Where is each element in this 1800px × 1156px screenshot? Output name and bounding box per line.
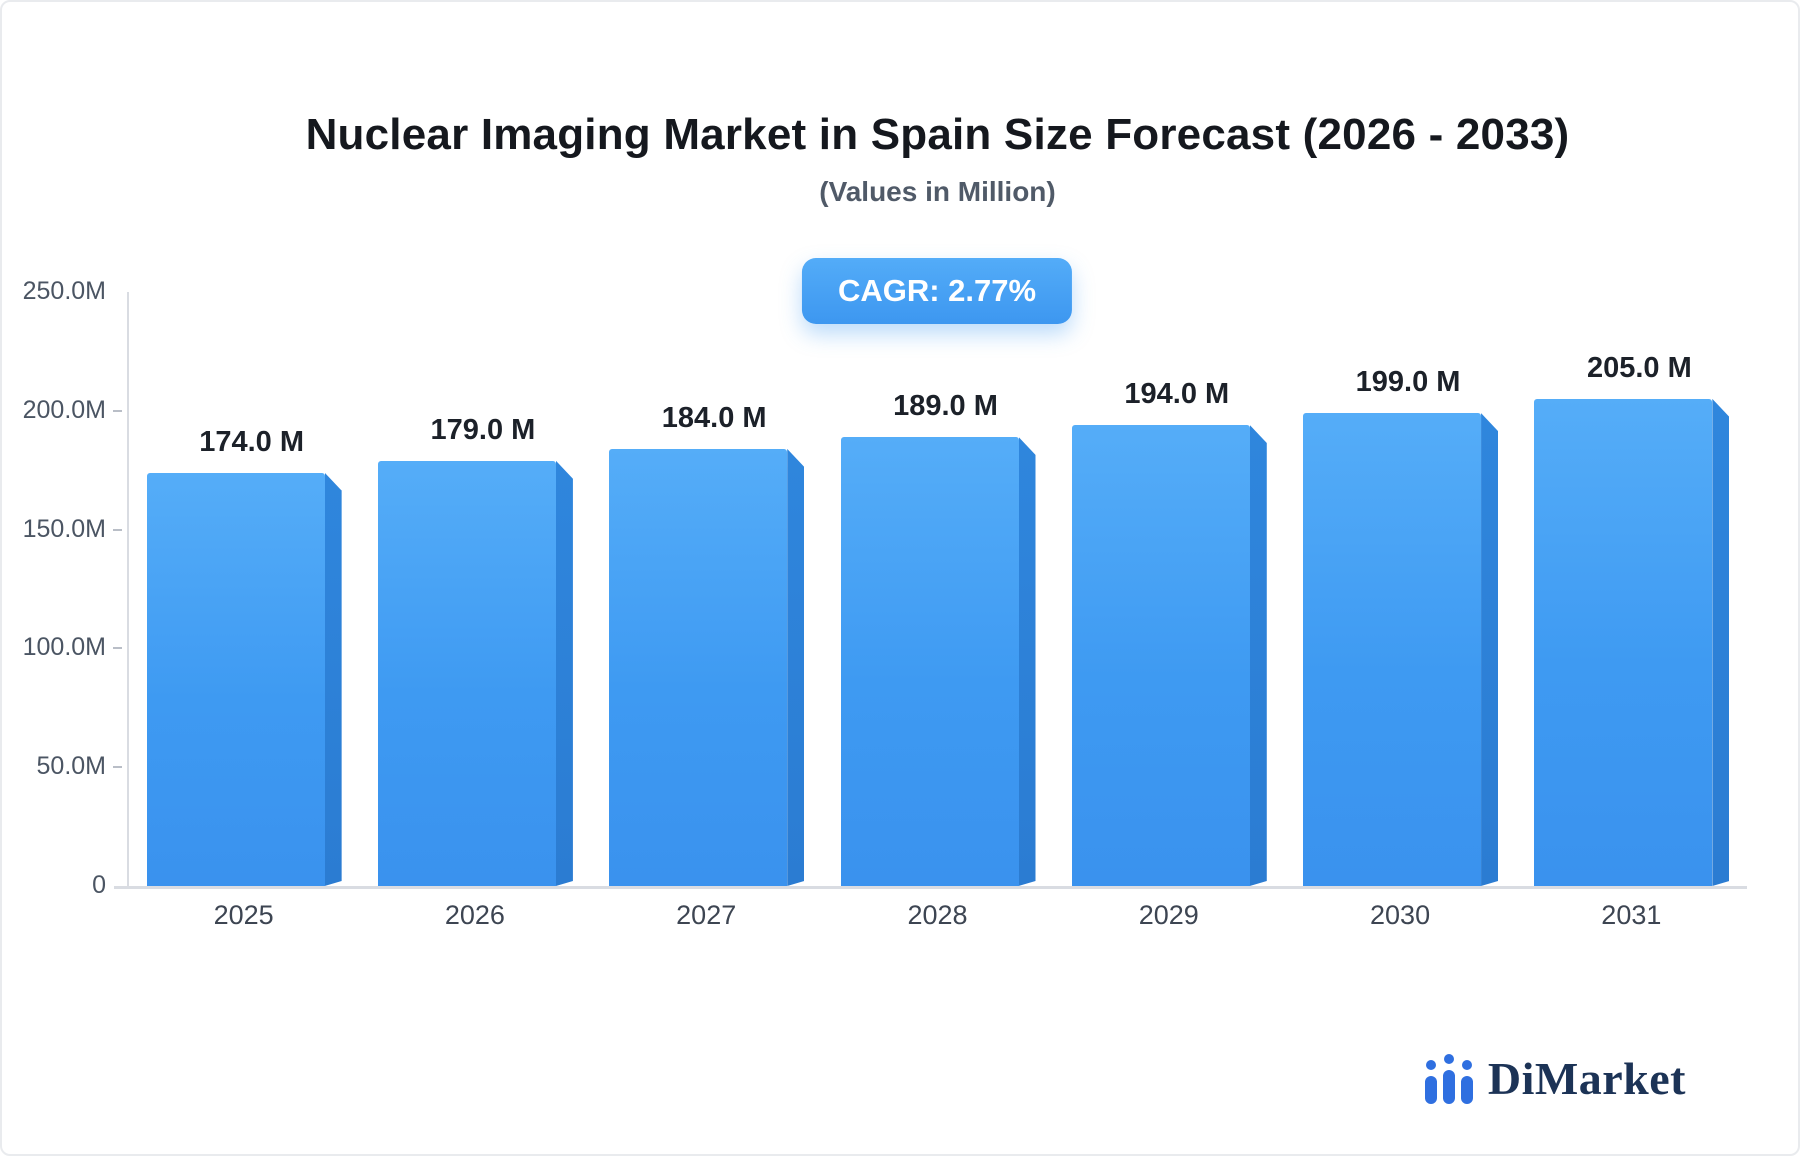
bar[interactable] xyxy=(1534,398,1729,886)
y-axis-line xyxy=(127,292,129,887)
bar[interactable] xyxy=(840,436,1036,886)
x-tick-label: 2027 xyxy=(676,900,737,930)
x-axis-line xyxy=(114,886,1747,889)
bar[interactable] xyxy=(1071,425,1267,886)
bar-value-label: 205.0 M xyxy=(1586,351,1692,384)
bar-value-label: 189.0 M xyxy=(893,389,998,422)
x-tick-label: 2025 xyxy=(213,900,274,930)
bar[interactable] xyxy=(609,448,804,886)
chart-subtitle: (Values in Million) xyxy=(819,176,1056,207)
cagr-badge: CAGR: 2.77% xyxy=(801,258,1073,324)
y-tick-mark xyxy=(113,528,122,531)
bar-value-label: 184.0 M xyxy=(661,401,767,434)
bar-face[interactable] xyxy=(377,460,556,886)
brand-logo: DiMarket xyxy=(1420,1050,1686,1106)
bar[interactable] xyxy=(377,460,573,886)
bar-side-face xyxy=(325,473,342,886)
y-tick-mark xyxy=(113,766,122,769)
bar-side-face xyxy=(1250,425,1267,886)
bar-side-face xyxy=(1712,399,1729,886)
y-tick-label: 150.0M xyxy=(22,514,106,543)
y-tick-label: 50.0M xyxy=(36,752,106,781)
bar-side-face xyxy=(1019,437,1036,886)
bar-value-label: 194.0 M xyxy=(1124,378,1230,411)
y-tick-mark xyxy=(113,647,122,650)
bar-face[interactable] xyxy=(146,472,325,886)
x-tick-label: 2026 xyxy=(444,900,505,930)
bar-face[interactable] xyxy=(1534,398,1713,886)
bar-side-face xyxy=(556,461,573,886)
bar-face[interactable] xyxy=(1303,413,1482,886)
bar-face[interactable] xyxy=(609,448,788,886)
bar-face[interactable] xyxy=(1071,425,1250,886)
brand-logo-text: DiMarket xyxy=(1487,1052,1686,1104)
bar[interactable] xyxy=(1303,413,1498,886)
bar-face[interactable] xyxy=(840,436,1019,886)
x-tick-label: 2029 xyxy=(1138,900,1199,930)
chart-title: Nuclear Imaging Market in Spain Size For… xyxy=(305,110,1570,159)
bar-value-label: 199.0 M xyxy=(1355,366,1461,399)
x-tick-label: 2028 xyxy=(907,900,968,930)
bar[interactable] xyxy=(146,472,342,886)
bar-value-label: 174.0 M xyxy=(199,425,305,458)
x-tick-label: 2031 xyxy=(1601,900,1662,930)
x-tick-label: 2030 xyxy=(1370,900,1431,930)
y-tick-label: 100.0M xyxy=(22,633,106,662)
bar-chart-logo-icon xyxy=(1420,1050,1478,1106)
bar-side-face xyxy=(1481,413,1498,886)
bar-side-face xyxy=(787,449,804,886)
y-tick-label: 200.0M xyxy=(22,395,106,424)
bar-value-label: 179.0 M xyxy=(430,413,536,446)
y-tick-mark xyxy=(113,409,122,412)
y-tick-label: 250.0M xyxy=(22,277,106,305)
y-tick-label: 0 xyxy=(92,871,106,899)
